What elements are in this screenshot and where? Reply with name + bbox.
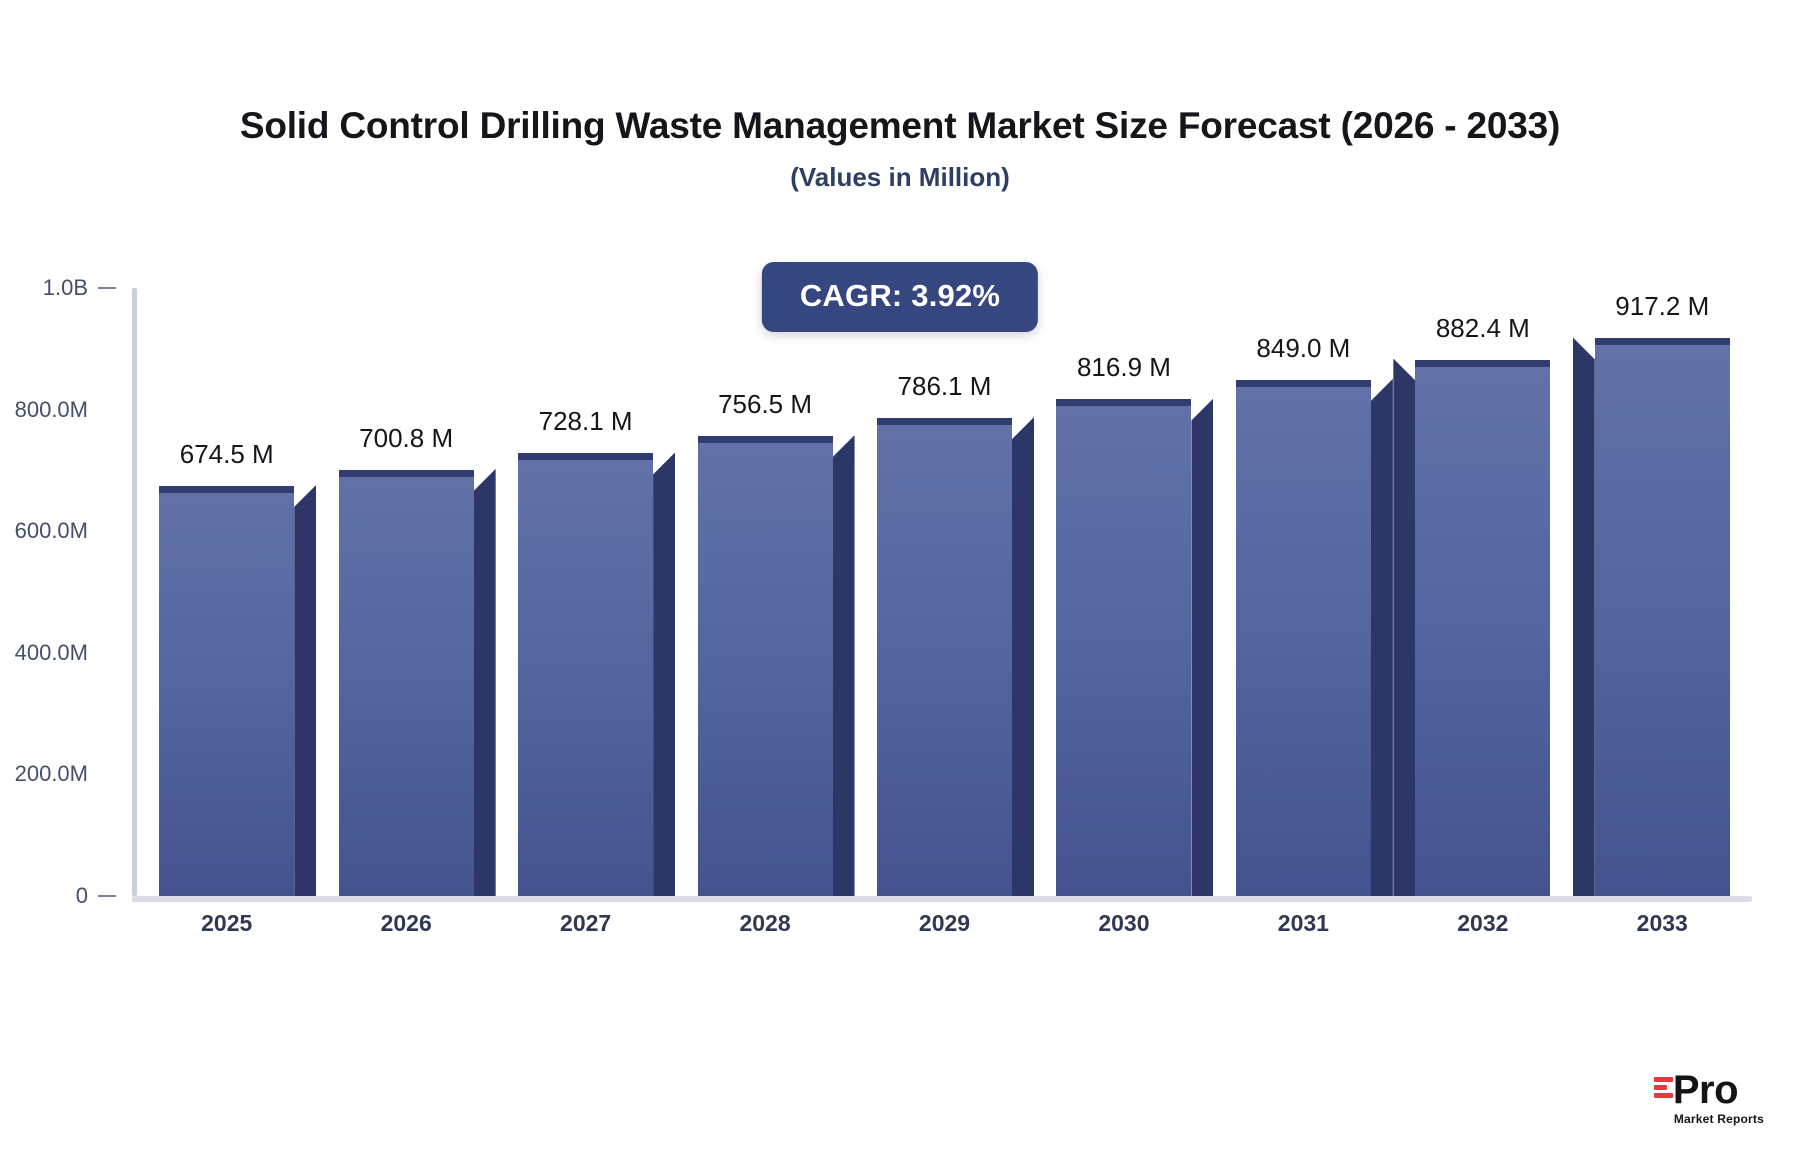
- y-axis-tick-label: 600.0M: [14, 518, 88, 544]
- y-axis-tick-labels: 1.0B 800.0M 600.0M 400.0M 200.0M 0: [4, 275, 116, 908]
- x-axis-tick-label-2030: 2030: [1098, 910, 1150, 936]
- x-axis-line: [132, 896, 1752, 902]
- bar-depth-face: [1393, 358, 1416, 896]
- y-axis-tick-mark: [98, 287, 116, 290]
- bar-depth-face: [1012, 417, 1034, 896]
- bar-value-label-2031: 849.0 M: [1256, 332, 1351, 363]
- logo-bars-icon: [1653, 1071, 1673, 1098]
- page-title: Solid Control Drilling Waste Management …: [239, 105, 1561, 146]
- bar-2026[interactable]: [338, 468, 496, 896]
- y-axis-tick-label: 1.0B: [42, 275, 88, 300]
- y-axis-tick-label: 800.0M: [14, 396, 88, 422]
- bar-front-face: [1415, 359, 1551, 896]
- plot-area: 1.0B 800.0M 600.0M 400.0M 200.0M 0 674.5 M 700…: [15, 275, 1752, 936]
- bar-column-2031[interactable]: 849.0 M: [1235, 288, 1393, 896]
- y-axis-tick-800.0M: 800.0M: [15, 397, 116, 423]
- x-axis-tick-label-2031: 2031: [1277, 910, 1329, 936]
- bar-depth-face: [294, 484, 317, 896]
- y-axis-tick-mark: [98, 774, 116, 776]
- y-axis-tick-mark: [98, 530, 116, 532]
- x-axis-tick-label-2029: 2029: [918, 910, 971, 936]
- x-axis-tick-labels: 2025 2026 2027 2028 2029 2030 2031 2032 2033: [137, 910, 1752, 950]
- chart-subtitle: (Values in Million): [790, 161, 1010, 192]
- bar-column-2032[interactable]: 882.4 M: [1393, 288, 1551, 896]
- logo-text: Pro Market Reports: [1672, 1068, 1764, 1126]
- bar-front-face: [697, 436, 833, 896]
- bar-depth-face: [473, 468, 496, 896]
- y-axis-tick-mark: [98, 652, 116, 654]
- bar-value-label-2033: 917.2 M: [1615, 291, 1710, 322]
- logo-tagline: Market Reports: [1673, 1112, 1764, 1126]
- bar-front-face: [1056, 399, 1192, 896]
- bar-front-face: [338, 469, 474, 896]
- bar-2027[interactable]: [518, 452, 676, 896]
- bar-value-label-2028: 756.5 M: [718, 389, 813, 420]
- y-axis-tick-label: 400.0M: [14, 639, 88, 665]
- bar-column-2029[interactable]: 786.1 M: [877, 288, 1034, 896]
- bar-column-2028[interactable]: 756.5 M: [697, 288, 855, 896]
- bar-top-cap: [1415, 359, 1551, 367]
- bar-top-cap: [518, 453, 654, 461]
- bar-2030[interactable]: [1056, 398, 1214, 896]
- x-axis-tick-label-2027: 2027: [560, 910, 612, 936]
- bar-series: 674.5 M 700.8 M 728.1 M 756.5 M 786.1 M 816.9…: [137, 288, 1752, 896]
- bar-front-face: [159, 485, 295, 896]
- bar-2031[interactable]: [1235, 378, 1393, 896]
- bar-column-2026[interactable]: 700.8 M: [338, 288, 496, 896]
- y-axis-tick-label: 0: [75, 883, 88, 908]
- y-axis-tick-400.0M: 400.0M: [15, 640, 116, 666]
- bar-top-cap: [338, 469, 474, 477]
- bar-2032[interactable]: [1393, 358, 1551, 896]
- bar-depth-face: [1370, 378, 1393, 896]
- bar-top-cap: [1056, 399, 1192, 407]
- bar-value-label-2029: 786.1 M: [897, 371, 992, 402]
- bar-top-cap: [877, 418, 1012, 426]
- bar-2028[interactable]: [697, 435, 855, 896]
- bar-top-cap: [1594, 338, 1730, 346]
- y-axis-tick-mark: [98, 409, 116, 411]
- bar-top-cap: [1235, 379, 1371, 387]
- x-axis-tick-label-2028: 2028: [739, 910, 791, 936]
- bar-front-face: [877, 418, 1012, 896]
- x-axis-tick-label-2025: 2025: [201, 910, 253, 936]
- cagr-badge: CAGR: 3.92%: [761, 262, 1039, 332]
- logo-name: Pro: [1672, 1068, 1739, 1112]
- y-axis-line: [132, 288, 137, 896]
- bar-value-label-2027: 728.1 M: [538, 406, 633, 437]
- bar-2033[interactable]: [1572, 337, 1730, 896]
- bar-depth-face: [1572, 337, 1595, 896]
- y-axis-tick-label: 200.0M: [14, 761, 88, 787]
- bar-2025[interactable]: [159, 484, 317, 896]
- bar-column-2027[interactable]: 728.1 M: [518, 288, 676, 896]
- bar-column-2033[interactable]: 917.2 M: [1572, 288, 1730, 896]
- y-axis-tick-200.0M: 200.0M: [15, 761, 116, 787]
- bar-column-2030[interactable]: 816.9 M: [1056, 288, 1214, 896]
- bar-column-2025[interactable]: 674.5 M: [159, 288, 317, 896]
- y-axis-tick-600.0M: 600.0M: [15, 518, 116, 544]
- bar-2029[interactable]: [877, 417, 1034, 896]
- bar-depth-face: [832, 435, 855, 896]
- bar-depth-face: [653, 452, 676, 896]
- bar-depth-face: [1191, 398, 1214, 896]
- bar-front-face: [1594, 338, 1730, 896]
- bar-front-face: [518, 453, 654, 896]
- brand-logo: Pro Market Reports: [1653, 1068, 1764, 1126]
- x-axis-tick-label-2026: 2026: [380, 910, 432, 936]
- title-block: Solid Control Drilling Waste Management …: [0, 104, 1800, 193]
- x-axis-tick-label-2032: 2032: [1457, 910, 1509, 936]
- bar-top-cap: [697, 436, 833, 444]
- y-axis-tick-mark: [98, 895, 116, 898]
- y-axis-tick-0: 0: [76, 883, 116, 909]
- x-axis-tick-label-2033: 2033: [1636, 910, 1688, 936]
- bar-front-face: [1235, 379, 1371, 896]
- bar-value-label-2032: 882.4 M: [1435, 312, 1530, 343]
- bar-value-label-2026: 700.8 M: [359, 422, 454, 453]
- bar-value-label-2025: 674.5 M: [179, 438, 274, 469]
- y-axis-tick-1.0B: 1.0B: [43, 275, 116, 301]
- bar-top-cap: [159, 485, 295, 493]
- bar-value-label-2030: 816.9 M: [1076, 352, 1171, 383]
